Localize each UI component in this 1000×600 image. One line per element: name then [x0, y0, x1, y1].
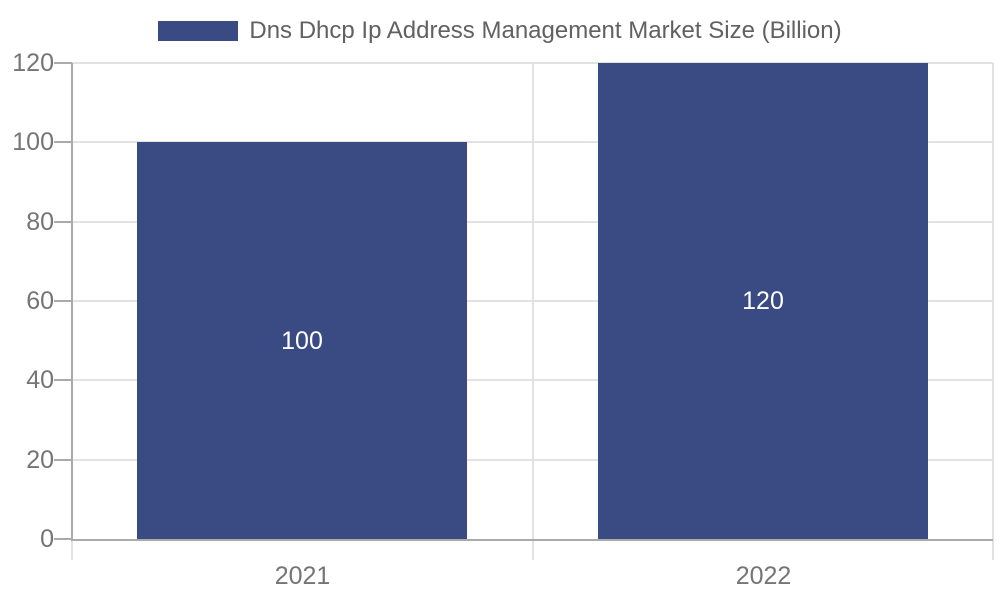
- legend-label: Dns Dhcp Ip Address Management Market Si…: [249, 17, 842, 44]
- gridline-vertical: [992, 63, 994, 560]
- y-tick-label: 20: [26, 445, 54, 474]
- x-tick-mark: [71, 539, 73, 560]
- y-tick-label: 120: [12, 49, 54, 77]
- bar: [137, 142, 467, 539]
- gridline-vertical: [531, 63, 534, 560]
- y-tick-mark: [54, 300, 72, 302]
- x-axis-line: [71, 539, 993, 541]
- y-tick-mark: [54, 220, 72, 223]
- y-tick-label: 100: [12, 128, 54, 157]
- bar-value-label: 120: [742, 287, 784, 315]
- y-tick-mark: [54, 141, 72, 144]
- y-axis-line: [71, 63, 73, 539]
- y-tick-mark: [54, 62, 72, 64]
- bar-value-label: 100: [281, 327, 323, 355]
- y-tick-mark: [54, 458, 72, 461]
- x-tick-label: 2021: [274, 562, 331, 590]
- y-tick-label: 0: [40, 525, 54, 553]
- legend: Dns Dhcp Ip Address Management Market Si…: [0, 18, 1000, 44]
- y-tick-mark: [54, 379, 72, 382]
- x-tick-label: 2022: [735, 562, 792, 590]
- y-tick-label: 60: [26, 287, 54, 315]
- y-tick-label: 40: [26, 366, 54, 395]
- bar: [598, 63, 928, 539]
- legend-swatch: [158, 21, 239, 41]
- y-tick-label: 80: [26, 207, 54, 236]
- y-tick-mark: [54, 538, 72, 540]
